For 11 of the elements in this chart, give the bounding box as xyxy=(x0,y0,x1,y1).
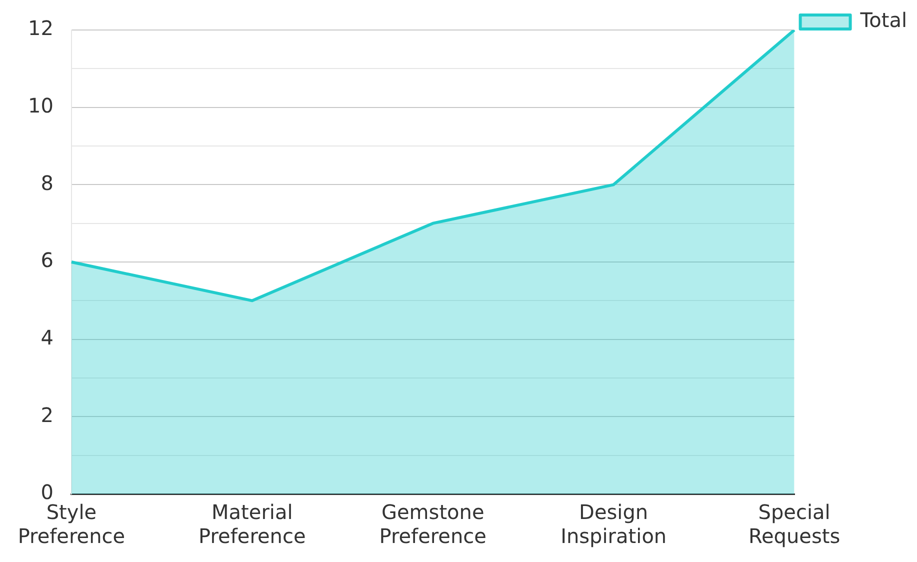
y-tick-label: 4 xyxy=(40,326,54,350)
y-tick-label: 8 xyxy=(40,170,54,195)
x-tick-label: Material Preference xyxy=(198,500,306,548)
y-tick-label: 10 xyxy=(28,94,54,118)
x-tick-label: Design Inspiration xyxy=(560,500,667,548)
x-tick-label: Gemstone Preference xyxy=(379,500,486,548)
legend-label: Total xyxy=(859,8,908,32)
y-tick-label: 2 xyxy=(40,402,54,427)
y-tick-label: 12 xyxy=(28,16,54,40)
y-tick-label: 6 xyxy=(40,248,54,272)
x-tick-label: Special Requests xyxy=(748,500,840,548)
